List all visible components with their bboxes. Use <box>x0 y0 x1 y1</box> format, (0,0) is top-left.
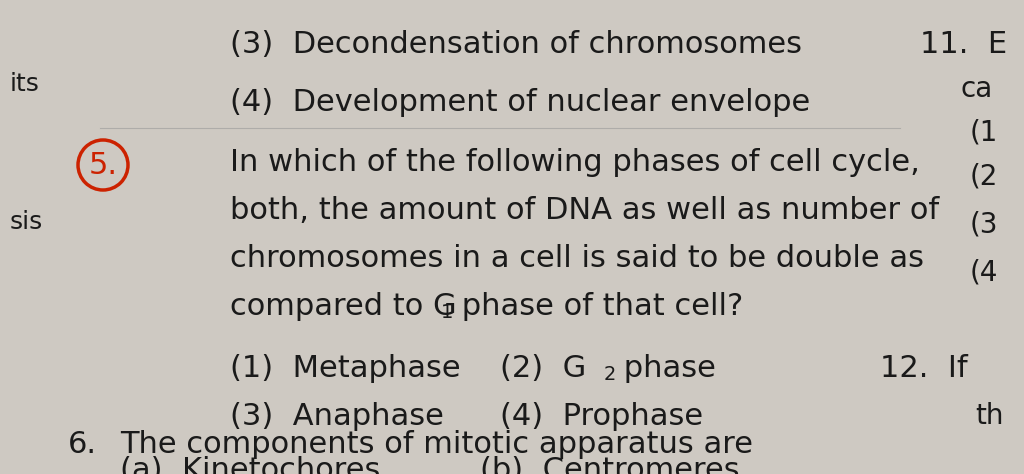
Text: 2: 2 <box>604 365 616 384</box>
Text: (3)  Decondensation of chromosomes: (3) Decondensation of chromosomes <box>230 30 802 59</box>
Text: phase of that cell?: phase of that cell? <box>452 292 743 321</box>
Text: 1: 1 <box>441 303 454 322</box>
Text: both, the amount of DNA as well as number of: both, the amount of DNA as well as numbe… <box>230 196 939 225</box>
Text: (4)  Prophase: (4) Prophase <box>500 402 703 431</box>
Text: 12.  If: 12. If <box>880 354 968 383</box>
Text: (3: (3 <box>970 210 998 238</box>
Text: (b)  Centromeres: (b) Centromeres <box>480 456 739 474</box>
Text: th: th <box>975 402 1004 430</box>
Text: (2)  G: (2) G <box>500 354 587 383</box>
Text: (a)  Kinetochores: (a) Kinetochores <box>120 456 380 474</box>
Text: sis: sis <box>10 210 43 234</box>
Text: ca: ca <box>961 75 992 103</box>
Text: (1: (1 <box>970 118 998 146</box>
Text: chromosomes in a cell is said to be double as: chromosomes in a cell is said to be doub… <box>230 244 924 273</box>
Text: its: its <box>10 72 40 96</box>
Text: In which of the following phases of cell cycle,: In which of the following phases of cell… <box>230 148 920 177</box>
Text: phase: phase <box>614 354 716 383</box>
Text: (2: (2 <box>970 163 998 191</box>
Text: (4)  Development of nuclear envelope: (4) Development of nuclear envelope <box>230 88 810 117</box>
Text: 6.: 6. <box>68 430 97 459</box>
Text: 5.: 5. <box>88 151 118 180</box>
Text: compared to G: compared to G <box>230 292 457 321</box>
Text: The components of mitotic apparatus are: The components of mitotic apparatus are <box>120 430 753 459</box>
Text: (3)  Anaphase: (3) Anaphase <box>230 402 443 431</box>
Text: (1)  Metaphase: (1) Metaphase <box>230 354 461 383</box>
Text: 11.  E: 11. E <box>920 30 1008 59</box>
Text: (4: (4 <box>970 258 998 286</box>
